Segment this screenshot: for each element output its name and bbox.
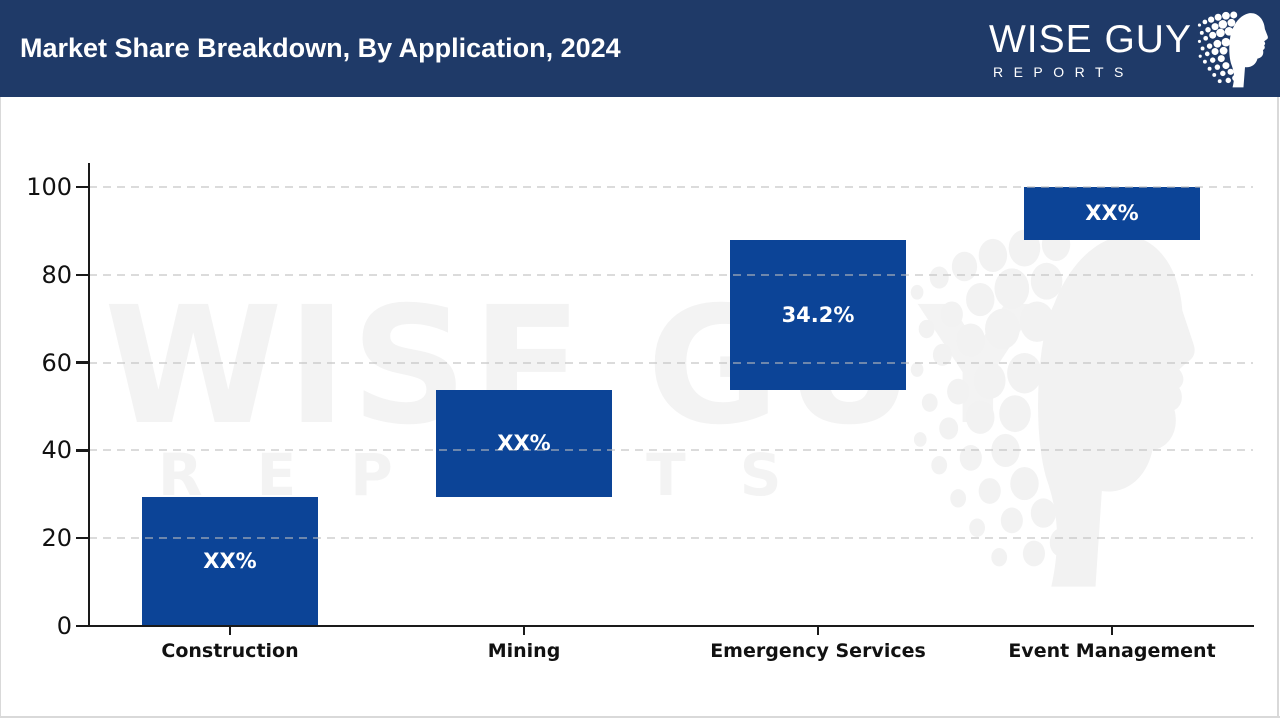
header-bar: Market Share Breakdown, By Application, … <box>0 0 1280 97</box>
bar-event-management <box>1024 187 1200 240</box>
bar-value-label: XX% <box>497 431 551 456</box>
y-tick-mark-100 <box>76 185 88 189</box>
bar-value-label: XX% <box>1085 201 1139 226</box>
logo-text: WISE GUY REPORTS <box>989 20 1192 80</box>
y-tick-mark-0 <box>76 624 88 628</box>
gridline-20 <box>89 537 1253 540</box>
x-tick-mark <box>816 627 820 635</box>
y-tick-label-40: 40 <box>41 436 72 465</box>
wise-guy-head-icon <box>1197 11 1268 88</box>
frame-border-left <box>0 97 1 717</box>
y-axis-line <box>87 163 90 627</box>
wise-guy-logo: WISE GUY REPORTS <box>989 8 1268 92</box>
y-tick-label-20: 20 <box>41 524 72 553</box>
y-tick-label-80: 80 <box>41 260 72 289</box>
y-tick-mark-60 <box>76 361 88 364</box>
x-tick-mark <box>522 627 526 635</box>
frame-border-right <box>1277 97 1279 717</box>
x-tick-mark <box>1110 627 1114 635</box>
category-label: Event Management <box>1008 640 1216 662</box>
y-tick-label-100: 100 <box>26 173 72 201</box>
x-tick-mark <box>228 627 232 635</box>
y-tick-label-0: 0 <box>56 612 72 640</box>
category-label: Mining <box>487 640 561 662</box>
gridline-100 <box>89 186 1253 188</box>
category-label: Construction <box>161 640 299 662</box>
y-tick-mark-40 <box>76 449 88 452</box>
bar-emergency-services <box>730 239 906 390</box>
y-tick-mark-80 <box>76 273 88 277</box>
logo-subtext: REPORTS <box>992 64 1134 80</box>
page-title: Market Share Breakdown, By Application, … <box>20 33 621 63</box>
y-tick-mark-20 <box>76 536 88 540</box>
gridline-60 <box>89 361 1253 364</box>
bar-mining <box>436 389 612 497</box>
bar-value-label: 34.2% <box>781 302 855 327</box>
bar-construction <box>142 496 318 626</box>
y-tick-label-60: 60 <box>41 348 72 377</box>
category-label: Emergency Services <box>710 640 926 662</box>
gridline-80 <box>89 273 1253 276</box>
x-axis-line <box>87 624 1254 627</box>
bar-value-label: XX% <box>203 549 257 574</box>
frame-border-bottom <box>0 716 1280 718</box>
logo-wordmark: WISE GUY <box>988 18 1192 61</box>
gridline-40 <box>89 449 1253 452</box>
